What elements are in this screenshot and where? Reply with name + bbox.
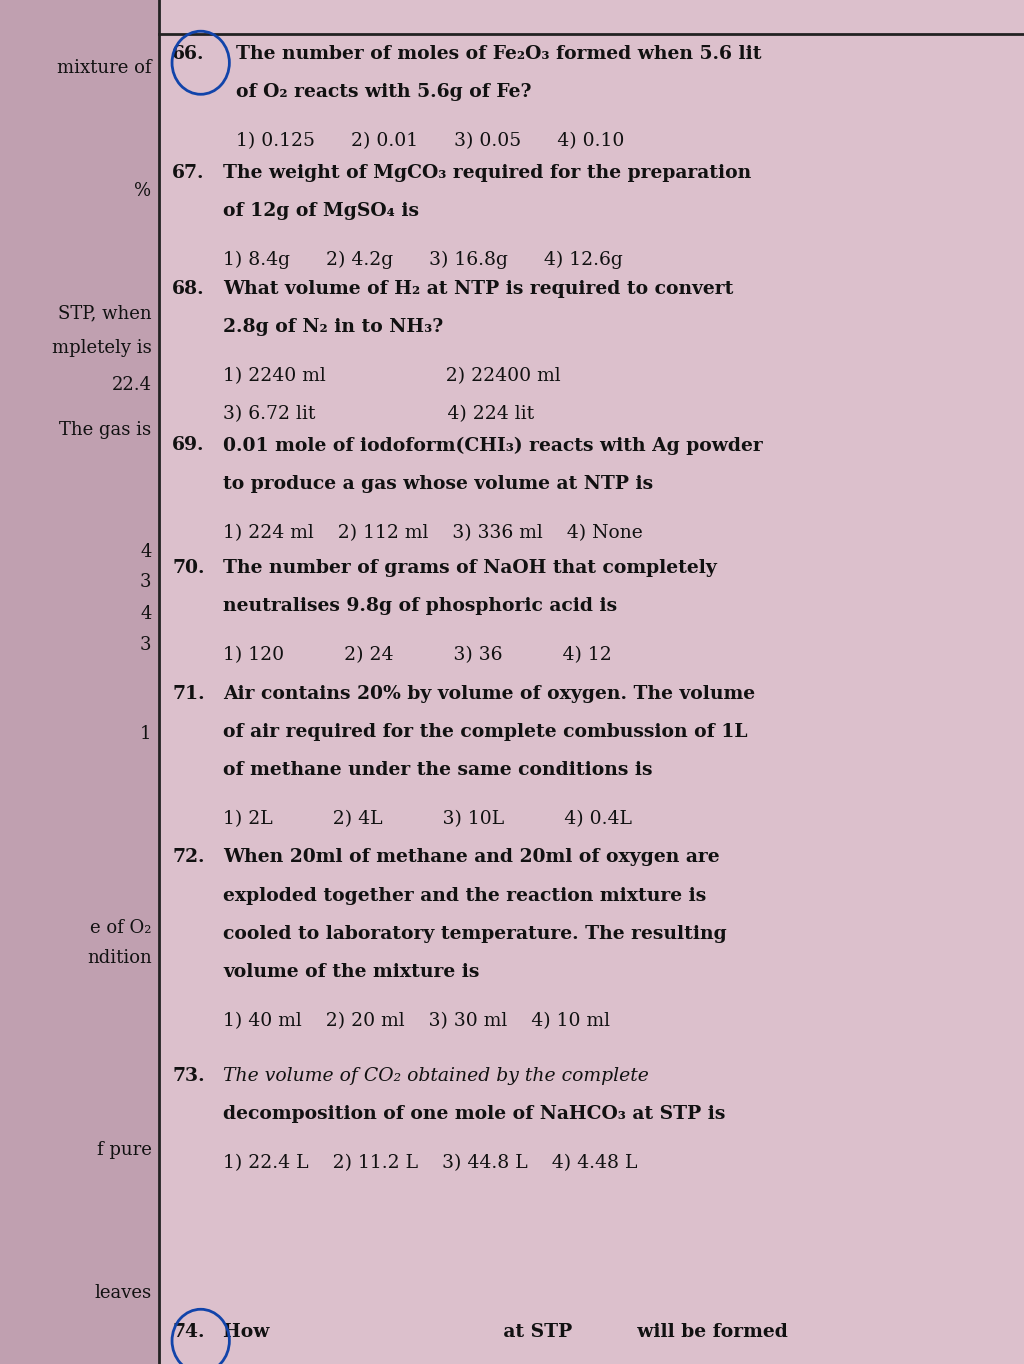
Text: volume of the mixture is: volume of the mixture is [223, 963, 479, 981]
Text: 68.: 68. [172, 280, 205, 297]
Text: 1) 22.4 L    2) 11.2 L    3) 44.8 L    4) 4.48 L: 1) 22.4 L 2) 11.2 L 3) 44.8 L 4) 4.48 L [223, 1154, 638, 1172]
Text: 3: 3 [140, 573, 152, 592]
Text: of air required for the complete combussion of 1L: of air required for the complete combuss… [223, 723, 748, 741]
Text: 67.: 67. [172, 164, 205, 181]
Text: 72.: 72. [172, 848, 205, 866]
Text: 1) 8.4g      2) 4.2g      3) 16.8g      4) 12.6g: 1) 8.4g 2) 4.2g 3) 16.8g 4) 12.6g [223, 251, 623, 269]
Text: of 12g of MgSO₄ is: of 12g of MgSO₄ is [223, 202, 419, 220]
Text: The gas is: The gas is [59, 420, 152, 439]
Text: ndition: ndition [87, 948, 152, 967]
FancyBboxPatch shape [0, 0, 159, 1364]
Text: 73.: 73. [172, 1067, 205, 1084]
Text: decomposition of one mole of NaHCO₃ at STP is: decomposition of one mole of NaHCO₃ at S… [223, 1105, 726, 1123]
Text: mpletely is: mpletely is [52, 338, 152, 357]
Text: When 20ml of methane and 20ml of oxygen are: When 20ml of methane and 20ml of oxygen … [223, 848, 720, 866]
Text: 1) 224 ml    2) 112 ml    3) 336 ml    4) None: 1) 224 ml 2) 112 ml 3) 336 ml 4) None [223, 524, 643, 542]
Text: The weight of MgCO₃ required for the preparation: The weight of MgCO₃ required for the pre… [223, 164, 752, 181]
Text: 3: 3 [140, 636, 152, 655]
Text: mixture of: mixture of [57, 59, 152, 78]
Text: of methane under the same conditions is: of methane under the same conditions is [223, 761, 652, 779]
Text: cooled to laboratory temperature. The resulting: cooled to laboratory temperature. The re… [223, 925, 727, 943]
Text: 69.: 69. [172, 436, 205, 454]
Text: 1) 120          2) 24          3) 36          4) 12: 1) 120 2) 24 3) 36 4) 12 [223, 647, 612, 664]
Text: 0.01 mole of iodoform(CHI₃) reacts with Ag powder: 0.01 mole of iodoform(CHI₃) reacts with … [223, 436, 763, 454]
Text: of O₂ reacts with 5.6g of Fe?: of O₂ reacts with 5.6g of Fe? [236, 83, 531, 101]
Text: 1) 2240 ml                    2) 22400 ml: 1) 2240 ml 2) 22400 ml [223, 367, 561, 385]
Text: 1: 1 [140, 724, 152, 743]
Text: e of O₂: e of O₂ [90, 918, 152, 937]
Text: 22.4: 22.4 [112, 375, 152, 394]
Text: 1) 0.125      2) 0.01      3) 0.05      4) 0.10: 1) 0.125 2) 0.01 3) 0.05 4) 0.10 [236, 132, 624, 150]
Text: The number of moles of Fe₂O₃ formed when 5.6 lit: The number of moles of Fe₂O₃ formed when… [236, 45, 761, 63]
Text: to produce a gas whose volume at NTP is: to produce a gas whose volume at NTP is [223, 475, 653, 492]
Text: 4: 4 [140, 543, 152, 562]
FancyBboxPatch shape [159, 0, 1024, 1364]
Text: 1) 2L          2) 4L          3) 10L          4) 0.4L: 1) 2L 2) 4L 3) 10L 4) 0.4L [223, 810, 632, 828]
Text: 74.: 74. [172, 1323, 205, 1341]
Text: 1) 40 ml    2) 20 ml    3) 30 ml    4) 10 ml: 1) 40 ml 2) 20 ml 3) 30 ml 4) 10 ml [223, 1012, 610, 1030]
Text: The volume of CO₂ obtained by the complete: The volume of CO₂ obtained by the comple… [223, 1067, 649, 1084]
Text: 66.: 66. [172, 45, 205, 63]
Text: How                                    at STP          will be formed: How at STP will be formed [223, 1323, 788, 1341]
Text: leaves: leaves [94, 1284, 152, 1303]
Text: Air contains 20% by volume of oxygen. The volume: Air contains 20% by volume of oxygen. Th… [223, 685, 756, 702]
Text: exploded together and the reaction mixture is: exploded together and the reaction mixtu… [223, 887, 707, 904]
Text: 2.8g of N₂ in to NH₃?: 2.8g of N₂ in to NH₃? [223, 318, 443, 336]
Text: 71.: 71. [172, 685, 205, 702]
Text: What volume of H₂ at NTP is required to convert: What volume of H₂ at NTP is required to … [223, 280, 733, 297]
Text: neutralises 9.8g of phosphoric acid is: neutralises 9.8g of phosphoric acid is [223, 597, 617, 615]
Text: 70.: 70. [172, 559, 205, 577]
Text: The number of grams of NaOH that completely: The number of grams of NaOH that complet… [223, 559, 717, 577]
Text: 4: 4 [140, 604, 152, 623]
Text: 3) 6.72 lit                      4) 224 lit: 3) 6.72 lit 4) 224 lit [223, 405, 535, 423]
Text: STP, when: STP, when [58, 304, 152, 323]
Text: %: % [134, 181, 152, 201]
Text: f pure: f pure [96, 1140, 152, 1159]
